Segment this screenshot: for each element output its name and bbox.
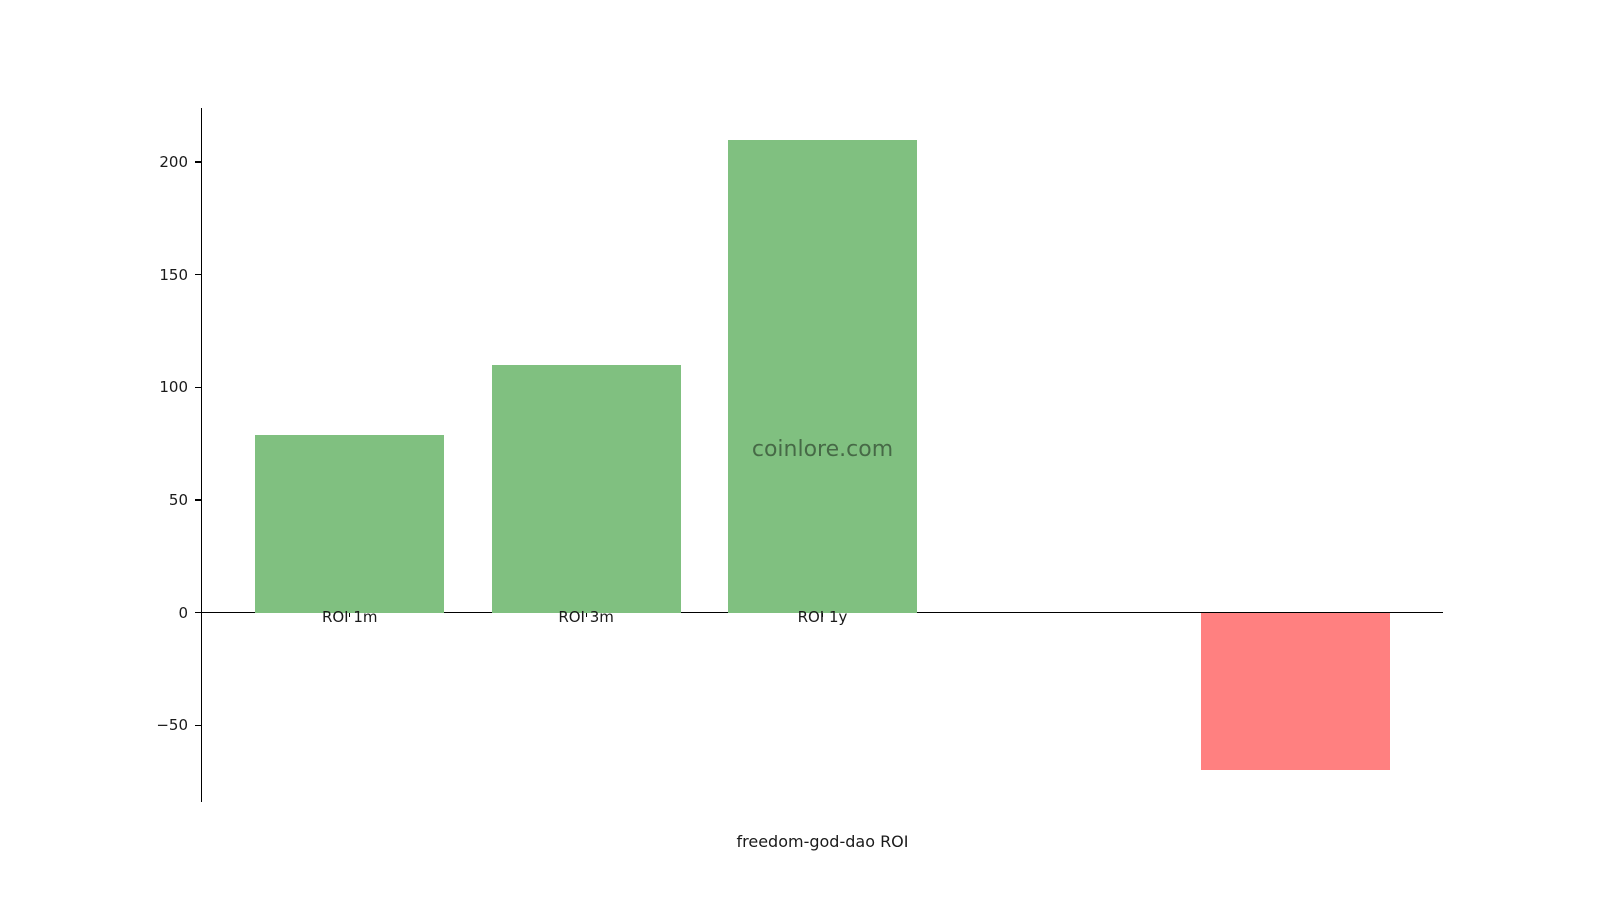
bar-roi-3m — [491, 364, 681, 613]
y-axis-line — [200, 108, 202, 802]
x-tick-mark — [349, 612, 351, 617]
x-tick-label: ROI 1y — [797, 607, 848, 626]
y-tick-label: 0 — [178, 603, 188, 622]
x-tick-label: ROI 1m — [321, 607, 378, 626]
bar-unlabeled — [1200, 612, 1390, 771]
x-tick-mark — [585, 612, 587, 617]
x-axis-title: freedom-god-dao ROI — [736, 832, 909, 851]
y-tick-mark — [194, 274, 201, 276]
y-tick-label: 200 — [159, 153, 188, 172]
y-tick-label: 50 — [168, 491, 188, 510]
watermark: coinlore.com — [751, 437, 894, 462]
y-tick-label: −50 — [156, 716, 188, 735]
bar-roi-1y — [727, 139, 918, 613]
y-tick-mark — [194, 724, 201, 726]
y-tick-label: 150 — [159, 265, 188, 284]
x-axis-zero-line — [202, 612, 1443, 614]
x-tick-label: ROI 3m — [558, 607, 614, 626]
y-tick-mark — [194, 612, 201, 614]
y-tick-mark — [194, 386, 201, 388]
y-tick-label: 100 — [159, 378, 188, 397]
bar-roi-1m — [255, 434, 445, 613]
y-tick-mark — [194, 499, 201, 501]
x-tick-mark — [821, 612, 824, 617]
y-tick-mark — [194, 161, 201, 163]
